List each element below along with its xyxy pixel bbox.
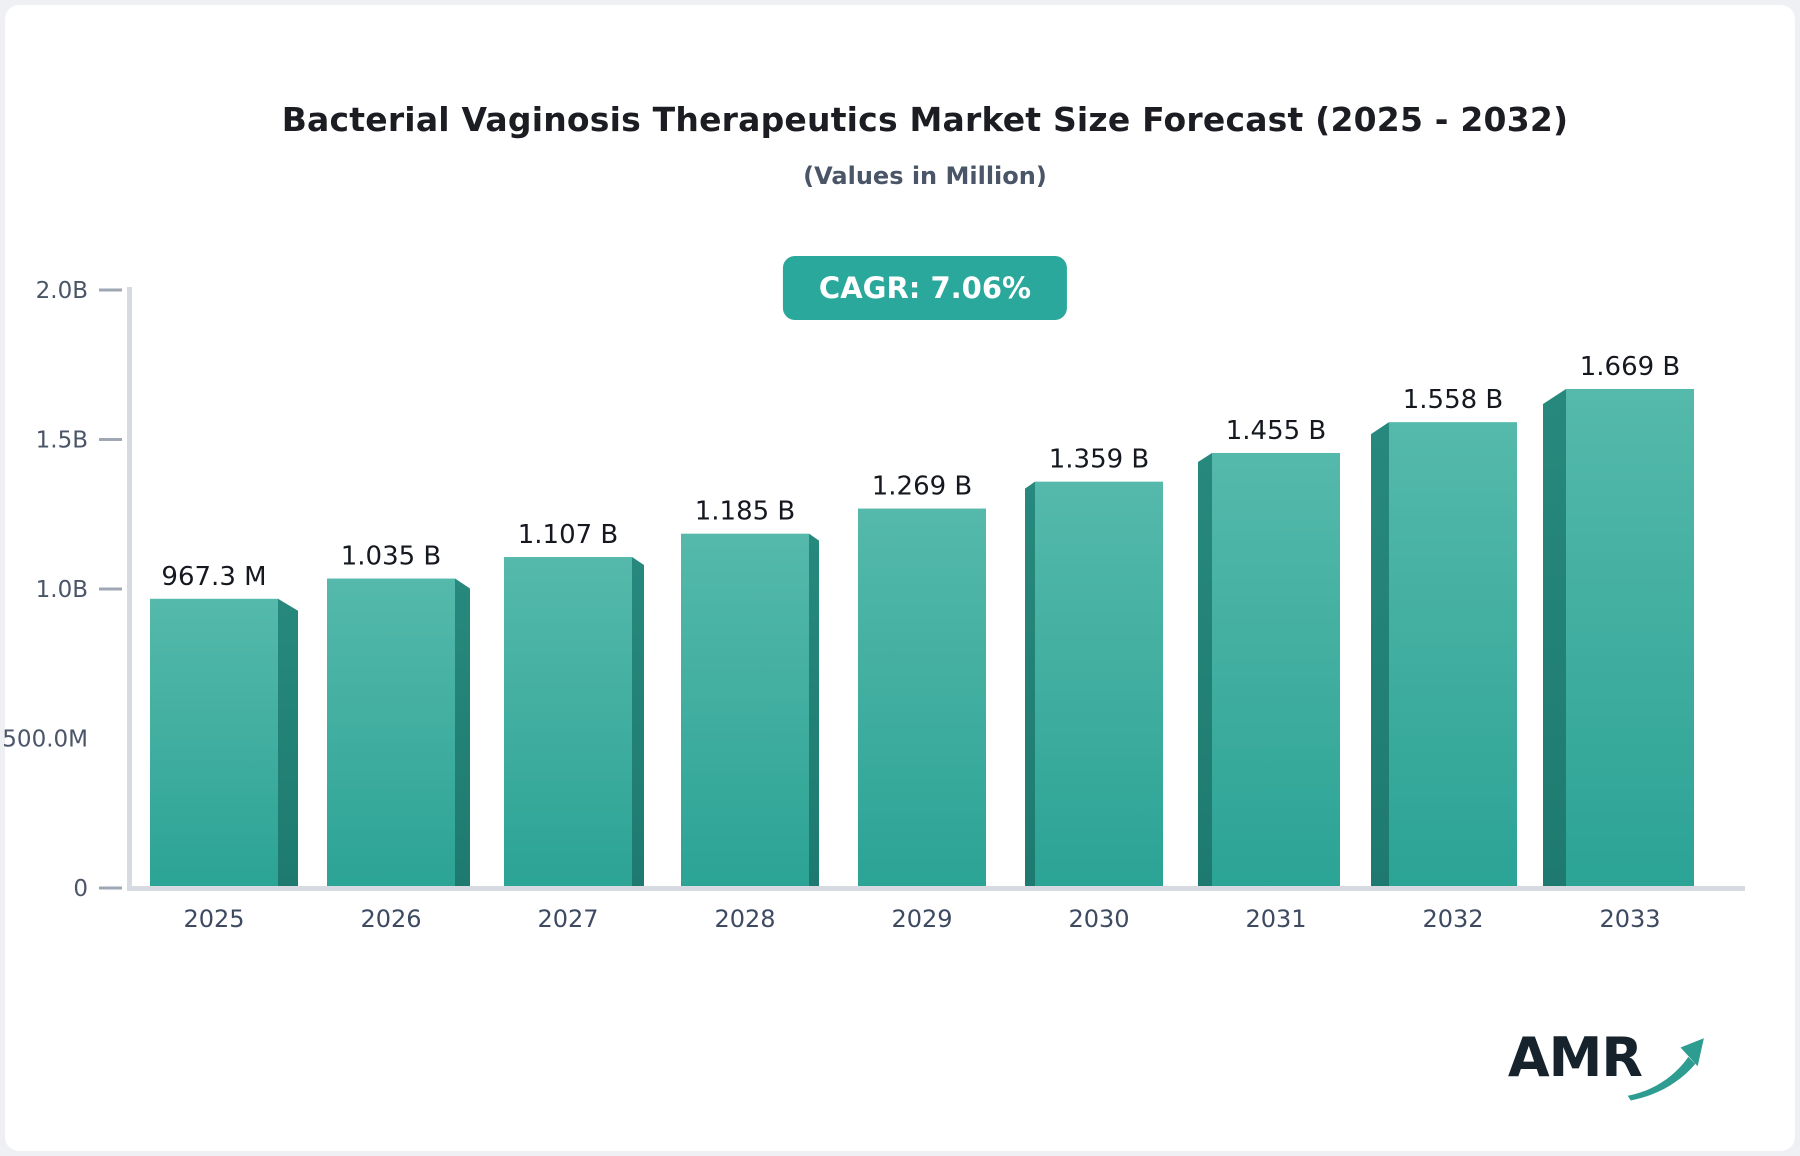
y-tick-dash [99,288,122,292]
amr-logo-text: AMR [1507,1026,1643,1089]
bar-value-label: 1.558 B [1403,385,1504,415]
y-tick-dash [99,886,122,890]
bar-value-label: 1.359 B [1049,445,1150,475]
x-tick-label: 2028 [714,905,775,933]
bar-value-label: 1.669 B [1580,352,1681,382]
bar-value-label: 1.455 B [1226,416,1327,446]
y-tick-label: 1.0B [36,577,88,603]
bar-side-face [1025,481,1035,889]
x-tick-label: 2026 [360,905,421,933]
bar-side-face [632,557,644,889]
amr-logo: AMR [1508,1028,1704,1102]
bar-side-face [809,533,819,889]
x-tick-label: 2029 [891,905,952,933]
bar-front-face [1035,481,1163,889]
bar-2033: 1.669 B 2033 [1543,352,1694,933]
y-tick-dash [99,438,122,441]
y-tick-label: 0 [73,876,88,902]
x-tick-label: 2033 [1599,905,1660,933]
x-axis-line [127,886,1745,891]
chart-title: Bacterial Vaginosis Therapeutics Market … [281,100,1569,139]
bar-2026: 1.035 B 2026 [327,542,470,933]
bar-side-face [1198,452,1212,889]
bar-value-label: 1.185 B [695,497,796,527]
bar-2031: 1.455 B 2031 [1198,416,1340,933]
x-tick-label: 2030 [1068,905,1129,933]
x-tick-label: 2025 [183,905,244,933]
bar-value-label: 1.107 B [518,520,619,550]
cagr-badge: CAGR: 7.06% [782,256,1068,320]
bar-side-face [1371,422,1389,889]
y-tick-label: 2.0B [36,278,88,304]
bar-front-face [1566,388,1694,889]
bar-2030: 1.359 B 2030 [1025,445,1163,933]
y-axis-line [127,287,132,891]
bar-value-label: 967.3 M [161,562,266,592]
bar-2032: 1.558 B 2032 [1371,385,1517,933]
bar-value-label: 1.269 B [872,472,973,502]
bar-2029: 1.269 B 2029 [858,472,986,933]
bar-2028: 1.185 B 2028 [681,497,819,933]
bar-value-label: 1.035 B [341,542,442,572]
y-tick-dash [99,587,122,591]
x-tick-label: 2031 [1245,905,1306,933]
chart-subtitle: (Values in Million) [803,162,1047,190]
y-tick-label: 1.5B [36,428,88,454]
bar-front-face [150,598,278,889]
bar-front-face [1389,422,1517,889]
y-tick-label: 500.0M [2,727,88,753]
bar-front-face [504,557,632,889]
bar-2027: 1.107 B 2027 [504,520,644,933]
bar-front-face [681,533,809,889]
bar-front-face [858,508,986,889]
bar-front-face [1212,452,1340,889]
bar-side-face [278,598,298,889]
x-tick-label: 2032 [1422,905,1483,933]
x-tick-label: 2027 [537,905,598,933]
bar-side-face [455,578,470,889]
bar-side-face [1543,388,1566,889]
bar-front-face [327,578,455,889]
bar-2025: 967.3 M 2025 [150,562,298,933]
growth-arrow-icon [1627,1038,1704,1101]
